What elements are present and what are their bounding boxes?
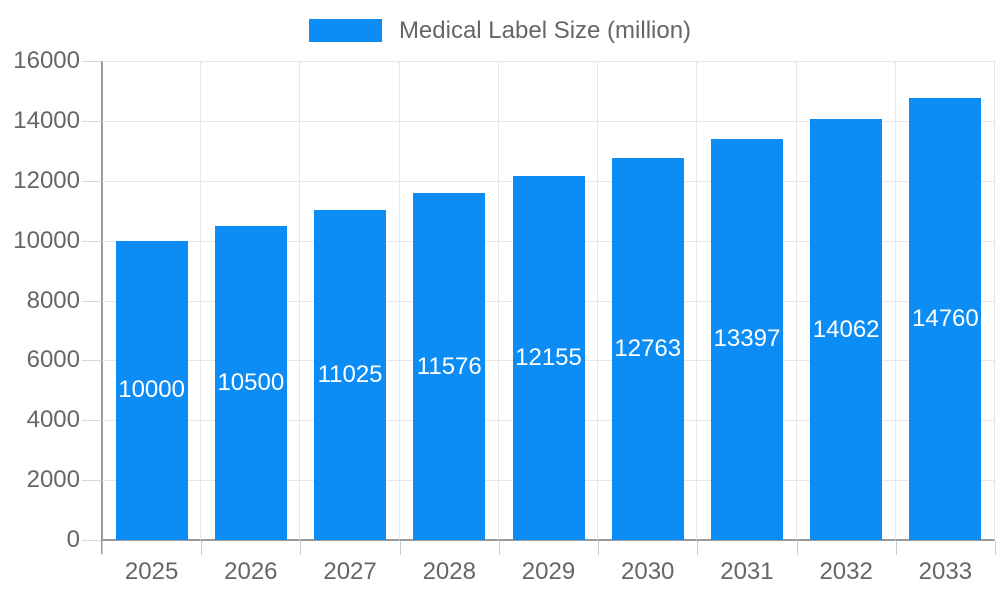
gridline-vertical [597,61,599,540]
y-axis-tick-label: 8000 [26,286,80,314]
x-axis-tick-label: 2031 [720,558,774,585]
bar[interactable]: 11576 [413,193,486,540]
bar-value-label: 10000 [118,376,185,404]
x-axis-tick [102,541,103,555]
bar[interactable]: 11025 [314,209,387,540]
bar-value-label: 11576 [416,352,482,380]
bar-value-label: 14062 [812,315,880,343]
y-axis-tick-label: 6000 [26,346,80,374]
bar-value-label: 12763 [614,334,682,362]
y-axis-tick [82,240,101,242]
gridline-vertical [299,61,301,540]
bar-value-label: 13397 [713,325,781,353]
y-axis-tick [82,61,101,62]
x-axis-tick-label: 2027 [323,558,377,585]
y-axis-tick-label: 12000 [13,166,80,194]
legend[interactable]: Medical Label Size (million) [0,17,1000,44]
legend-swatch-icon [308,19,382,42]
x-axis-tick [498,541,500,555]
bar[interactable]: 10500 [214,225,287,540]
y-axis-tick [82,480,101,482]
bar[interactable]: 12763 [611,157,684,540]
bar-value-label: 10500 [217,368,285,396]
x-axis-tick [796,541,798,555]
x-axis-tick-label: 2033 [918,558,973,585]
gridline-vertical [497,61,499,540]
x-axis-tick [399,541,401,555]
x-axis-tick [995,541,996,555]
plot-area: 10000 10500 11025 11576 12155 12763 13397 14062… [102,61,995,540]
gridline-vertical [200,61,202,540]
x-axis-tick-label: 2025 [124,558,179,585]
y-axis-tick-label: 10000 [13,226,80,254]
x-axis-tick-label: 2032 [819,558,873,585]
gridline-vertical [696,61,698,540]
y-axis-tick-label: 2000 [26,466,80,494]
y-axis-tick-label: 14000 [13,106,80,134]
y-axis-tick-label: 0 [66,526,80,553]
x-axis-tick [697,541,699,555]
bar[interactable]: 10000 [115,240,188,540]
y-axis-tick-label: 16000 [13,47,80,74]
gridline-vertical [398,61,400,540]
bar[interactable]: 14062 [810,119,883,540]
x-axis-tick [895,541,897,555]
gridline-vertical [894,61,896,540]
x-axis-tick [598,541,600,555]
gridline-horizontal [102,61,995,62]
x-axis-tick [201,541,203,555]
y-axis-tick [82,360,101,362]
y-axis-tick [82,180,101,182]
x-axis-line [101,539,995,541]
x-axis-tick-label: 2030 [621,558,675,585]
bar-value-label: 11025 [317,360,383,388]
bar[interactable]: 14760 [909,98,982,540]
gridline-vertical [795,61,797,540]
x-axis-tick-label: 2026 [224,558,278,585]
x-axis-tick-label: 2028 [422,558,476,585]
legend-label: Medical Label Size (million) [398,17,692,44]
bar[interactable]: 13397 [710,138,783,540]
bar-value-label: 14760 [912,305,979,333]
bar[interactable]: 12155 [512,176,585,540]
y-axis-line [101,61,103,554]
y-axis-tick-label: 4000 [26,406,80,434]
gridline-horizontal [102,120,995,122]
y-axis-tick [82,300,101,302]
y-axis-tick [82,540,101,541]
bar-value-label: 12155 [515,344,582,372]
gridline-vertical [994,61,995,540]
y-axis-tick [82,120,101,122]
y-axis-tick [82,420,101,422]
x-axis-tick-label: 2029 [521,558,576,585]
x-axis-tick [300,541,302,555]
